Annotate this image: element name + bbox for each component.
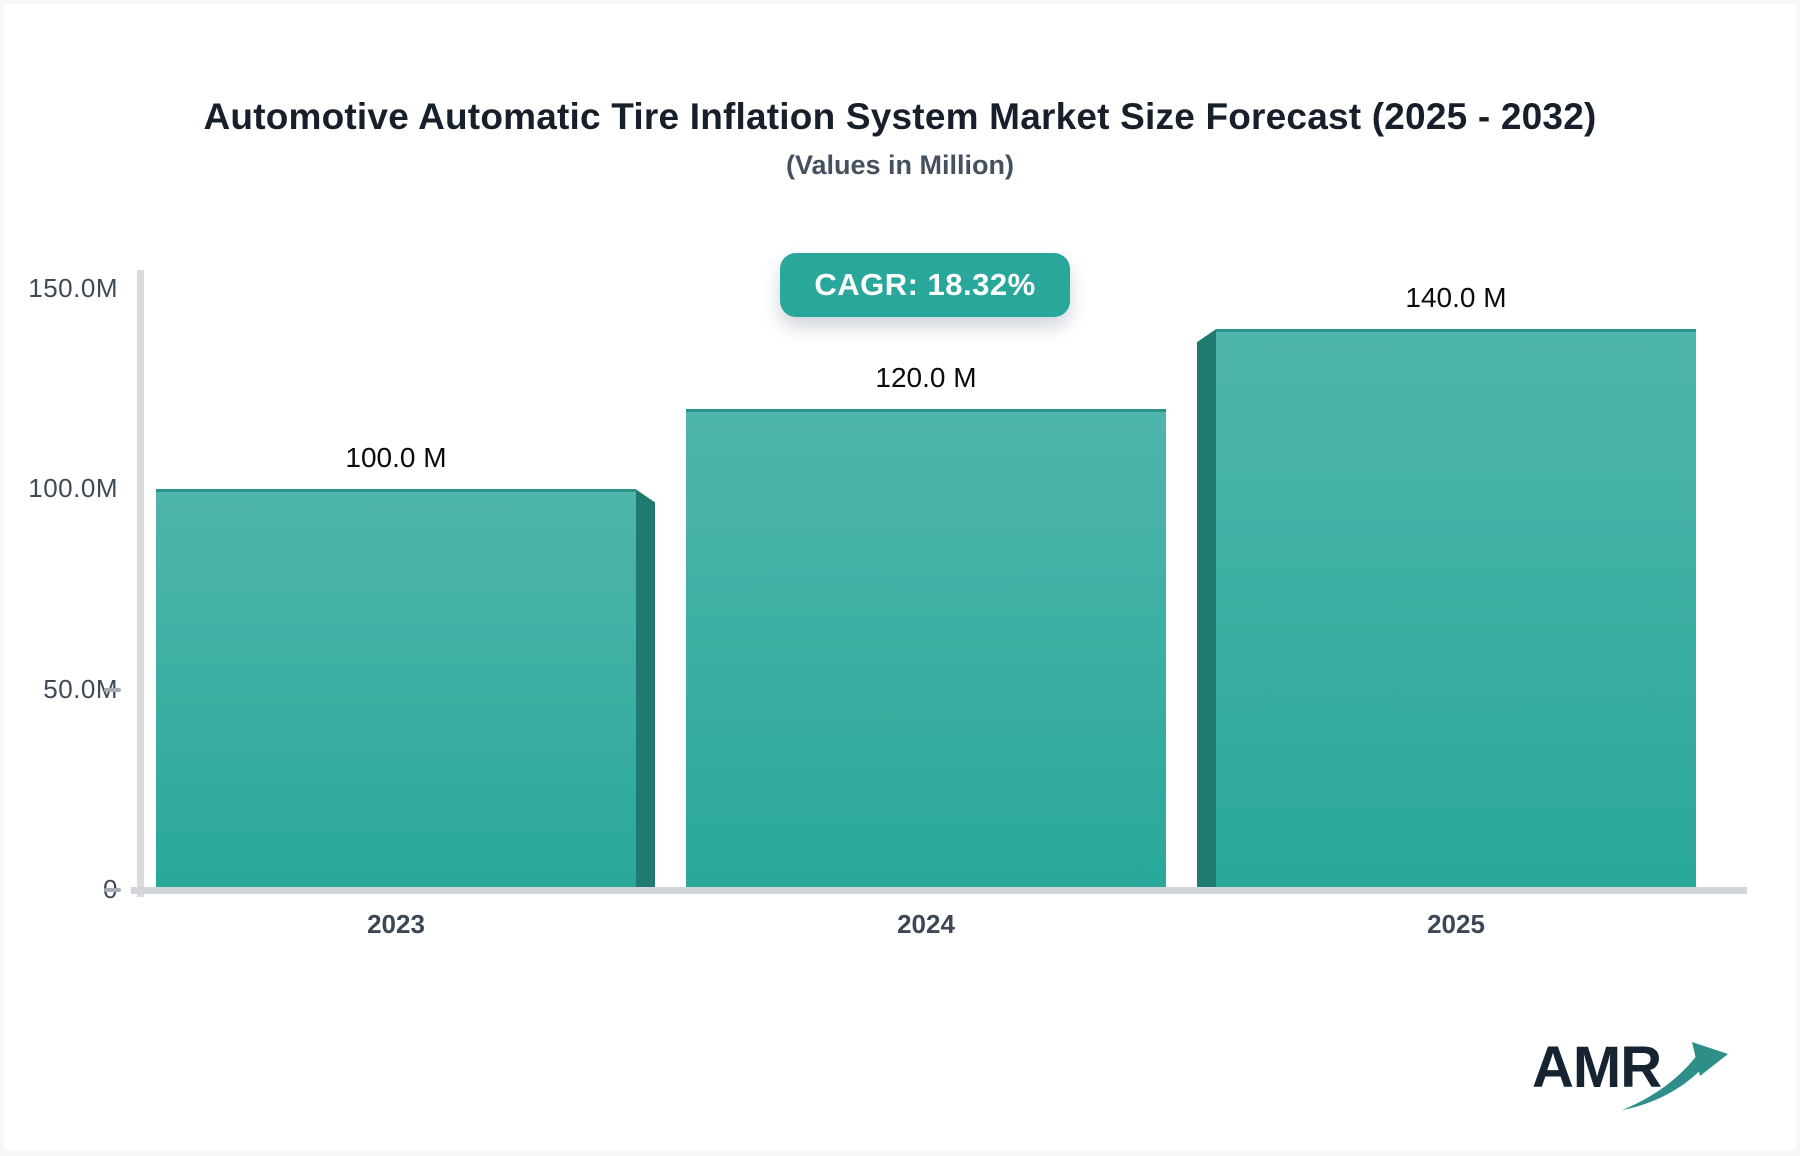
x-axis-line [131, 887, 1747, 894]
bar-2023 [156, 489, 636, 890]
y-tick-label: 50.0M [43, 673, 118, 704]
y-tick-dash [104, 687, 121, 692]
bar-value-label: 100.0 M [345, 442, 447, 474]
bar-2025 [1216, 329, 1696, 890]
bar-bevel-left [1197, 329, 1216, 890]
y-tick-label: 150.0M [28, 273, 118, 303]
y-tick-label: 0 [4, 874, 118, 905]
bar-bevel-right [636, 489, 655, 890]
x-tick-label: 2025 [1427, 909, 1485, 939]
chart-title: Automotive Automatic Tire Inflation Syst… [203, 96, 1597, 137]
y-tick-label: 100.0M [28, 473, 118, 504]
cagr-badge-label: CAGR: 18.32% [814, 267, 1036, 302]
amr-logo: AMR [1532, 1034, 1752, 1124]
x-tick-label: 2023 [367, 909, 425, 939]
growth-arrow-icon [1622, 1042, 1728, 1110]
chart-subtitle: (Values in Million) [785, 150, 1015, 180]
amr-logo-text: AMR [1532, 1035, 1662, 1100]
x-tick-label: 2024 [897, 909, 955, 939]
bar-value-label: 120.0 M [875, 362, 977, 394]
chart-card: Automotive Automatic Tire Inflation Syst… [4, 4, 1796, 1150]
y-tick-dash [104, 888, 121, 892]
y-axis-line [137, 270, 144, 897]
bar-value-label: 140.0 M [1405, 282, 1507, 314]
bar-chart-plot-area: 150.0M 100.0M 50.0M 0 100.0 M 2023 120.0 M 2024… [4, 4, 1800, 1156]
bar-2024 [686, 409, 1166, 890]
cagr-badge: CAGR: 18.32% [780, 253, 1070, 317]
